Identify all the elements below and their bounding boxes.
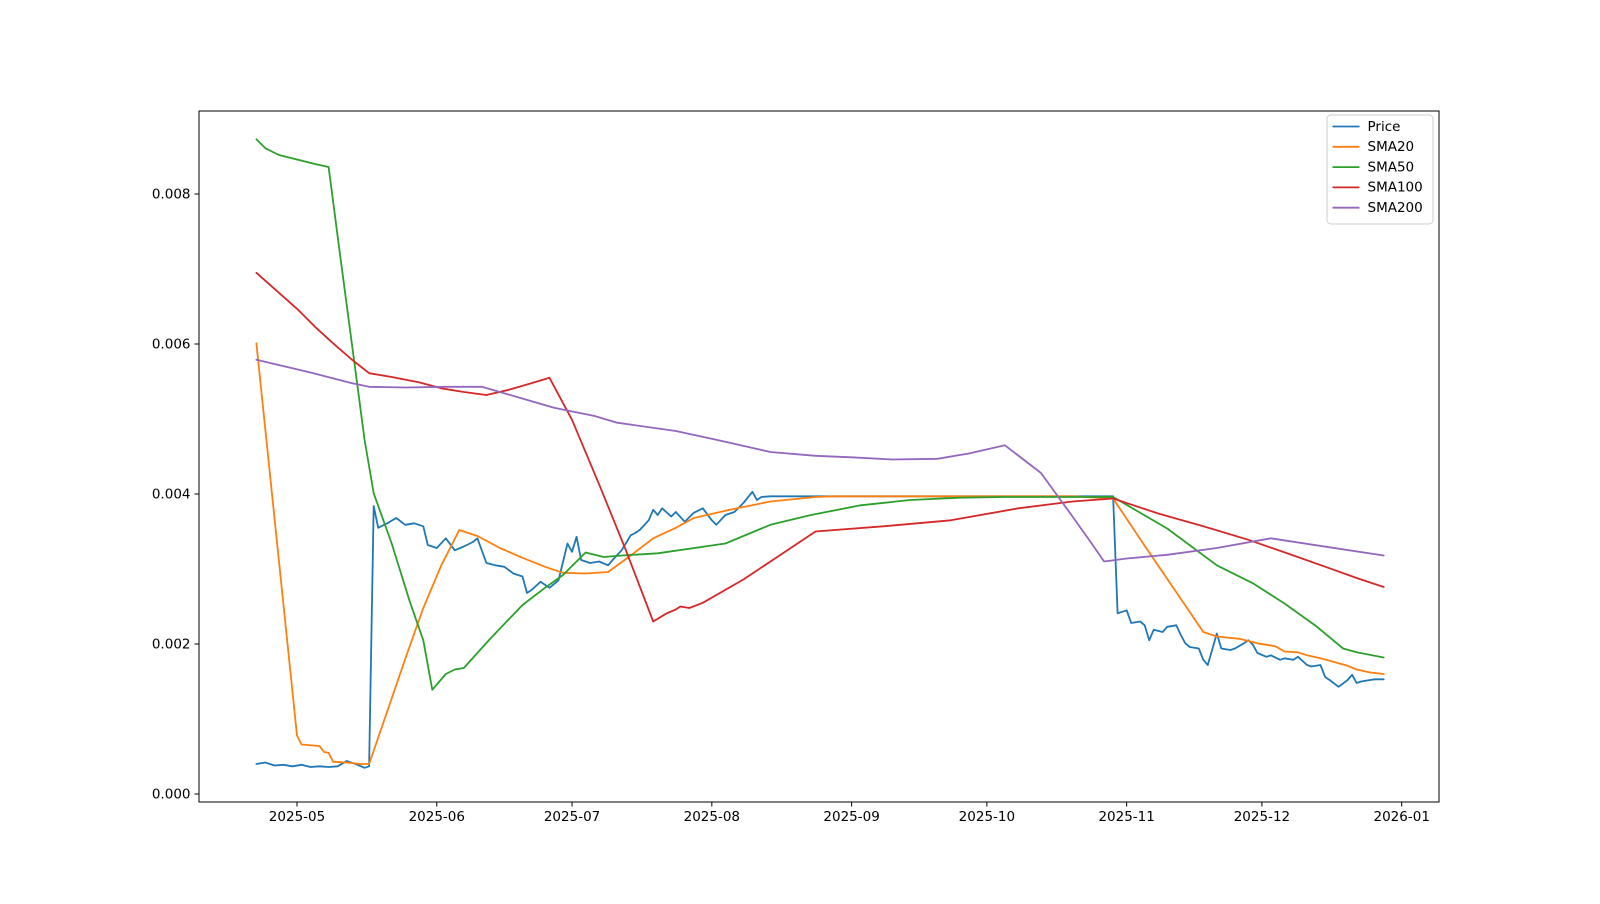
x-tick-label: 2025-08 xyxy=(684,809,740,825)
legend-label-sma20: SMA20 xyxy=(1368,139,1415,155)
legend-label-sma100: SMA100 xyxy=(1368,180,1423,196)
series-line-price xyxy=(255,490,1385,769)
y-tick-label: 0.000 xyxy=(152,786,191,802)
series-line-sma100 xyxy=(255,271,1385,623)
x-tick-label: 2025-07 xyxy=(544,809,600,825)
x-tick-label: 2025-06 xyxy=(409,809,465,825)
x-tick-label: 2025-12 xyxy=(1234,809,1290,825)
x-tick-label: 2025-11 xyxy=(1098,809,1154,825)
legend-label-sma200: SMA200 xyxy=(1368,200,1423,216)
series-lines xyxy=(255,138,1385,769)
x-tick-label: 2025-10 xyxy=(959,809,1015,825)
plot-border xyxy=(198,110,1440,803)
y-tick-label: 0.008 xyxy=(152,186,191,202)
y-tick-label: 0.006 xyxy=(152,336,191,352)
legend-label-price: Price xyxy=(1368,119,1401,135)
x-tick-label: 2025-09 xyxy=(823,809,879,825)
y-tick-label: 0.004 xyxy=(152,486,191,502)
x-tick-label: 2025-05 xyxy=(269,809,325,825)
x-axis: 2025-05 2025-06 2025-07 2025-08 2025-09 2025-… xyxy=(269,802,1430,825)
series-line-sma50 xyxy=(255,138,1385,691)
series-line-sma20 xyxy=(255,342,1385,765)
legend-box xyxy=(1326,114,1434,225)
y-tick-label: 0.002 xyxy=(152,636,191,652)
x-tick-label: 2026-01 xyxy=(1374,809,1430,825)
legend-label-sma50: SMA50 xyxy=(1368,159,1415,175)
y-axis: 0.000 0.002 0.004 0.006 0.008 xyxy=(152,186,199,802)
legend: Price SMA20 SMA50 SMA100 SMA200 xyxy=(1326,114,1434,225)
series-line-sma200 xyxy=(255,358,1385,563)
